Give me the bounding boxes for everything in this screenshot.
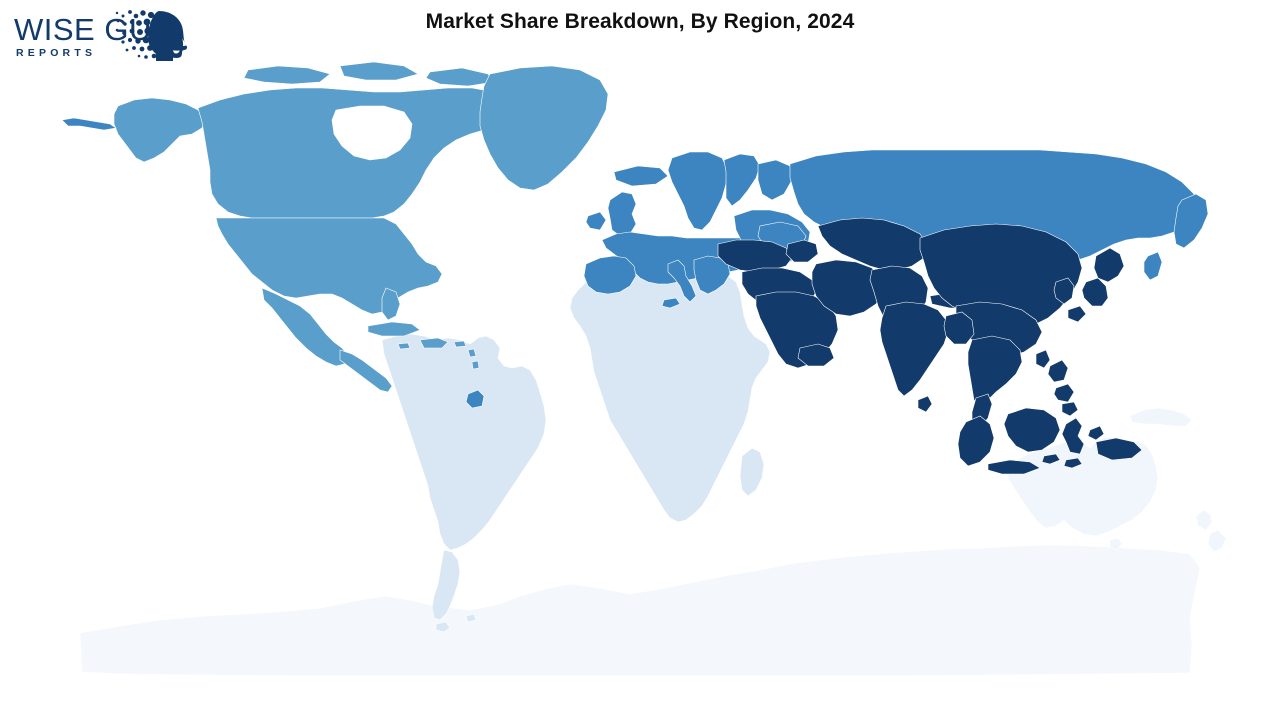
wise-guy-reports-logo: WISE GUY REPORTS: [10, 4, 200, 64]
head-network-icon: [115, 10, 188, 61]
page-title: Market Share Breakdown, By Region, 2024: [425, 10, 855, 33]
region-africa: [570, 264, 770, 522]
logo-graphic: WISE GUY REPORTS: [14, 10, 188, 61]
region-asia-pacific-middle-east: [718, 218, 1142, 474]
logo-secondary-text: REPORTS: [16, 47, 96, 59]
region-antarctica: [80, 545, 1200, 676]
world-map-container: [0, 48, 1280, 720]
world-choropleth-map: [0, 48, 1280, 720]
region-south-america: [382, 334, 546, 632]
region-north-america: [62, 62, 608, 392]
